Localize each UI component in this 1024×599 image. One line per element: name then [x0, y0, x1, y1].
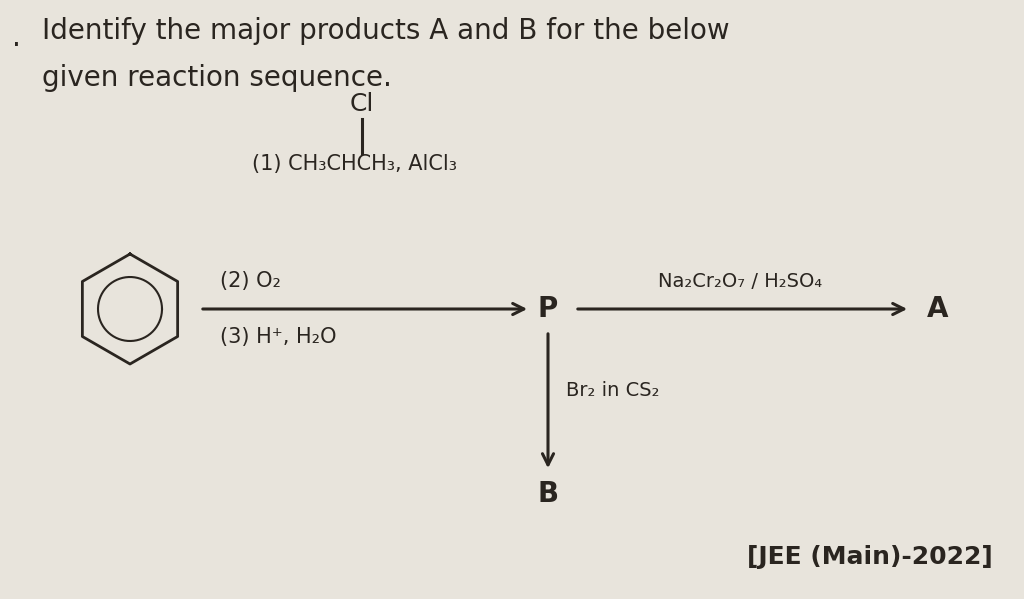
Text: (1) CH₃CHCH₃, AlCl₃: (1) CH₃CHCH₃, AlCl₃ [252, 154, 457, 174]
Text: A: A [928, 295, 949, 323]
Text: B: B [538, 480, 558, 508]
Text: Br₂ in CS₂: Br₂ in CS₂ [566, 382, 659, 401]
Text: P: P [538, 295, 558, 323]
Text: .: . [12, 24, 20, 52]
Text: (2) O₂: (2) O₂ [220, 271, 281, 291]
Text: Identify the major products A and B for the below: Identify the major products A and B for … [42, 17, 730, 45]
Text: Na₂Cr₂O₇ / H₂SO₄: Na₂Cr₂O₇ / H₂SO₄ [658, 272, 822, 291]
Text: (3) H⁺, H₂O: (3) H⁺, H₂O [220, 327, 337, 347]
Text: given reaction sequence.: given reaction sequence. [42, 64, 392, 92]
Text: [JEE (Main)-2022]: [JEE (Main)-2022] [748, 545, 993, 569]
Text: Cl: Cl [350, 92, 374, 116]
